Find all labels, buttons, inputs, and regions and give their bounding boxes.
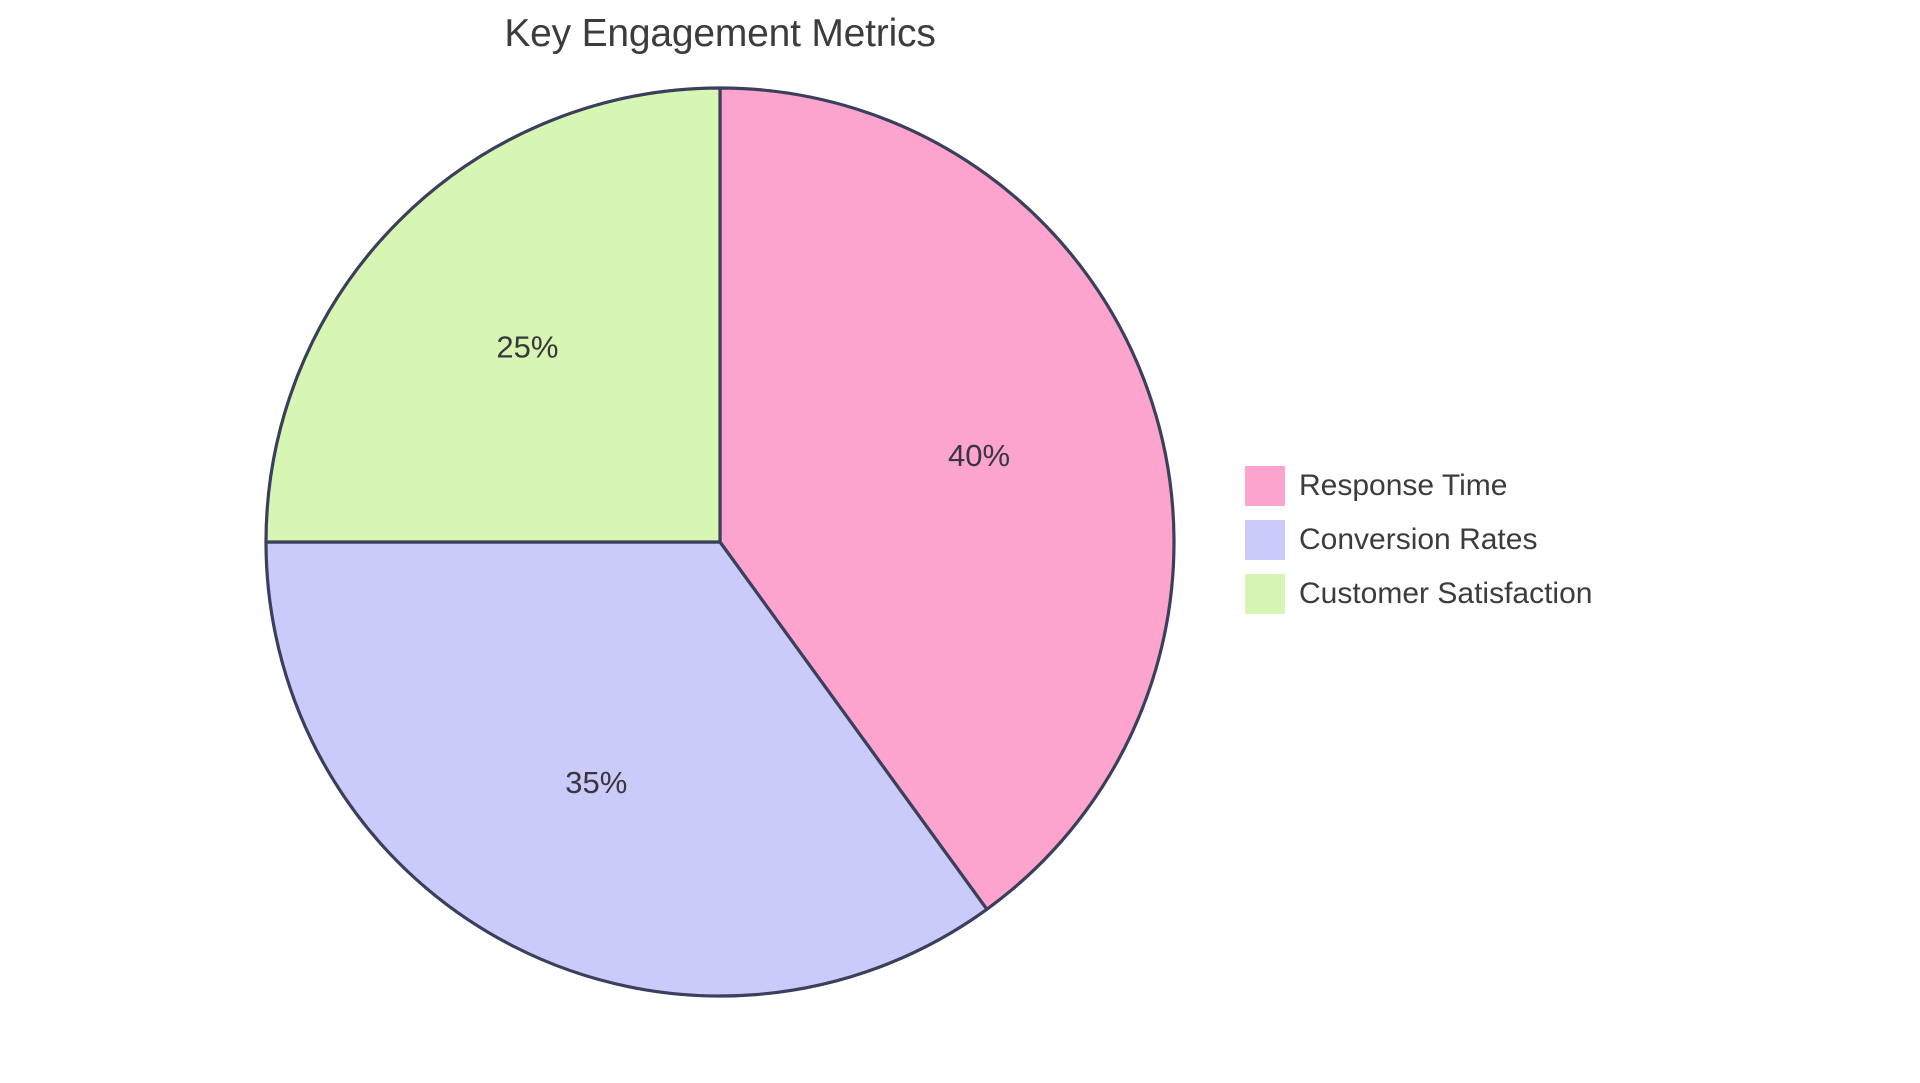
pie-slice-customer-satisfaction[interactable]	[264, 86, 722, 544]
pie-slice-response-time[interactable]	[718, 86, 1176, 911]
legend-swatch-customer-satisfaction	[1245, 574, 1285, 614]
legend-swatch-response-time	[1245, 466, 1285, 506]
chart-title: Key Engagement Metrics	[504, 12, 936, 55]
legend-label-response-time: Response Time	[1299, 469, 1508, 502]
legend-item-customer-satisfaction[interactable]: Customer Satisfaction	[1245, 567, 1705, 621]
legend-item-conversion-rates[interactable]: Conversion Rates	[1245, 513, 1705, 567]
pie-slices-group	[264, 86, 1176, 998]
legend-swatch-conversion-rates	[1245, 520, 1285, 560]
pie-slice-conversion-rates[interactable]	[264, 540, 989, 998]
pie-slice-labels-group: 40% 35% 25%	[496, 330, 1010, 800]
pie-slice-label-conversion-rates: 35%	[565, 765, 627, 800]
pie-slice-label-response-time: 40%	[948, 438, 1010, 473]
pie-chart-svg: 40% 35% 25%	[264, 86, 1176, 998]
legend-label-conversion-rates: Conversion Rates	[1299, 523, 1538, 556]
pie-chart-plot-area: 40% 35% 25%	[264, 86, 1176, 998]
legend-label-customer-satisfaction: Customer Satisfaction	[1299, 577, 1593, 610]
legend-item-response-time[interactable]: Response Time	[1245, 459, 1705, 513]
pie-slice-label-customer-satisfaction: 25%	[496, 330, 558, 365]
chart-legend: Response Time Conversion Rates Customer …	[1245, 459, 1705, 621]
